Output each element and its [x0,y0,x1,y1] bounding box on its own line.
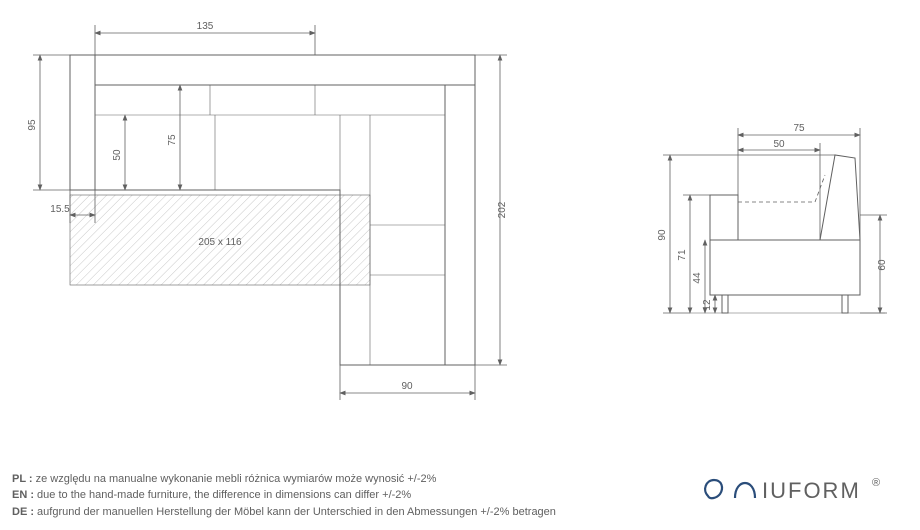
svg-text:50: 50 [773,139,785,150]
logo-svg: IUFORM ® [700,468,900,510]
note-pl: PL : ze względu na manualne wykonanie me… [12,471,556,488]
technical-drawing: 205 x 116 135 [0,0,920,450]
dim-s60: 60 [860,215,888,313]
dim-202: 202 [475,55,508,365]
note-en-text: due to the hand-made furniture, the diff… [34,489,411,501]
note-en-lang: EN : [12,489,34,501]
note-pl-lang: PL : [12,473,33,485]
side-view: 75 50 90 71 44 12 [657,123,888,313]
note-de-text: aufgrund der manuellen Herstellung der M… [34,506,556,518]
logo-bean-icon [705,480,722,498]
svg-text:50: 50 [112,149,123,161]
dim-95: 95 [27,55,70,190]
svg-text:12: 12 [702,299,713,311]
dim-s75: 75 [738,123,860,240]
note-de: DE : aufgrund der manuellen Herstellung … [12,504,556,521]
logo-text: IUFORM [762,478,861,503]
svg-text:90: 90 [657,229,668,241]
tolerance-notes: PL : ze względu na manualne wykonanie me… [12,471,556,521]
note-en: EN : due to the hand-made furniture, the… [12,487,556,504]
svg-text:75: 75 [793,123,805,134]
svg-text:71: 71 [677,249,688,261]
svg-text:44: 44 [692,272,703,284]
dim-90: 90 [340,365,475,400]
dim-75: 75 [167,85,180,190]
dim-135: 135 [95,21,315,55]
svg-text:15.5: 15.5 [50,204,70,215]
drawing-svg: 205 x 116 135 [0,0,920,450]
brand-logo: IUFORM ® [700,468,900,515]
note-de-lang: DE : [12,506,34,518]
dim-s50: 50 [738,139,820,240]
svg-text:202: 202 [497,201,508,218]
sofa-side-outline [690,155,885,313]
logo-registered: ® [872,477,880,489]
svg-text:135: 135 [197,21,214,32]
logo-arch-icon [735,483,755,498]
svg-text:95: 95 [27,119,38,131]
svg-text:75: 75 [167,134,178,146]
dim-s90: 90 [657,155,835,313]
dim-s12: 12 [702,295,715,313]
note-pl-text: ze względu na manualne wykonanie mebli r… [33,473,437,485]
ground-label: 205 x 116 [198,237,242,248]
svg-text:90: 90 [401,381,413,392]
dim-50: 50 [112,115,125,190]
top-view: 205 x 116 135 [27,21,508,400]
svg-text:60: 60 [877,259,888,271]
